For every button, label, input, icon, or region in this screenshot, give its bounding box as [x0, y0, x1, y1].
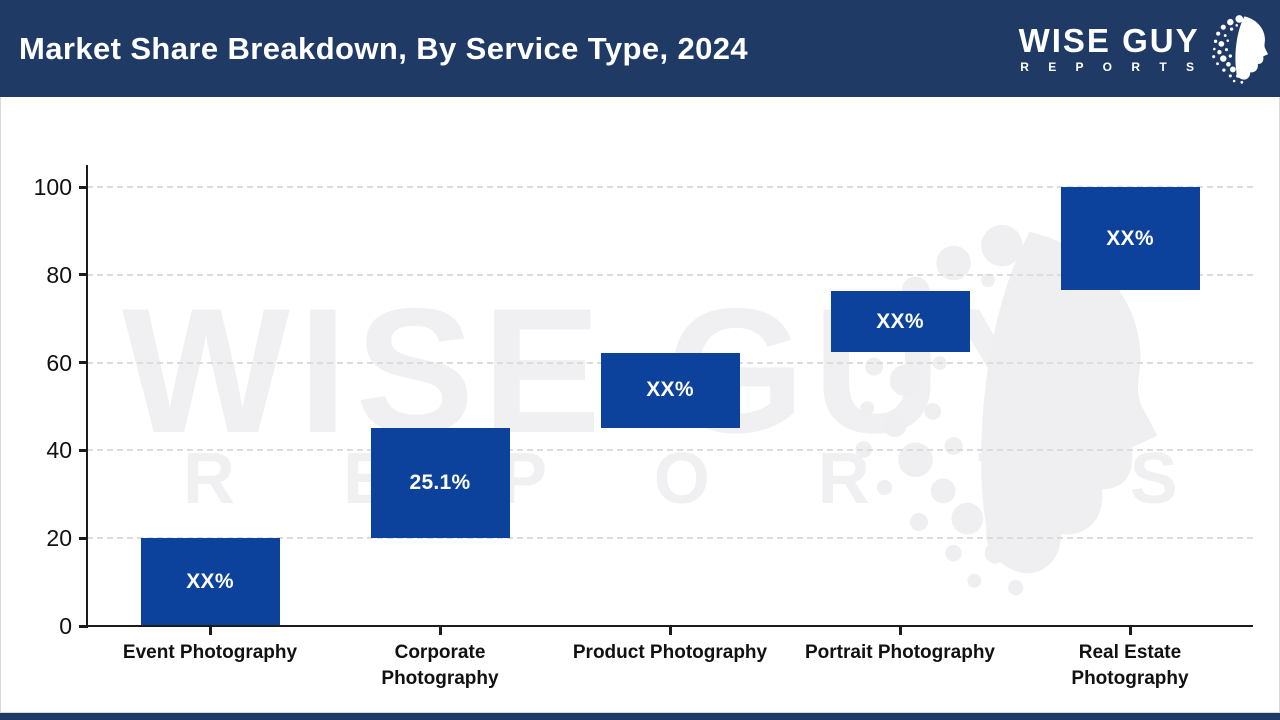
- y-tick-label: 0: [59, 613, 72, 639]
- x-tick-mark: [898, 627, 902, 635]
- bar-value-label: XX%: [646, 378, 694, 402]
- y-tick-label: 20: [46, 525, 72, 552]
- bar-value-label: XX%: [1106, 226, 1154, 250]
- y-tick-mark: [79, 624, 87, 628]
- y-tick-mark: [79, 361, 87, 365]
- page-title: Market Share Breakdown, By Service Type,…: [19, 30, 749, 66]
- x-category-label: Corporate Photography: [381, 642, 499, 689]
- bar-value-label: XX%: [876, 309, 924, 333]
- x-tick-mark: [1128, 627, 1132, 635]
- x-category-label: Product Photography: [572, 642, 768, 663]
- gridline-20: [87, 537, 1253, 540]
- y-axis-line: [85, 165, 88, 628]
- x-tick-mark: [668, 627, 672, 635]
- y-tick-mark: [79, 185, 87, 189]
- y-tick-label: 40: [46, 437, 72, 464]
- bar-segment: 25.1%: [370, 428, 510, 539]
- y-tick-label: 60: [46, 349, 72, 376]
- x-category-label: Real Estate Photography: [1071, 642, 1189, 689]
- logo-text: WISE GUY R E P O R T S: [1016, 24, 1202, 73]
- wise-guy-reports-logo: WISE GUY R E P O R T S: [1016, 9, 1280, 89]
- logo-wordmark: WISE GUY: [1018, 22, 1200, 59]
- gridline-100: [87, 186, 1253, 188]
- bar-value-label: XX%: [186, 570, 234, 594]
- bar-segment: XX%: [140, 538, 280, 626]
- x-category-label: Event Photography: [122, 642, 298, 663]
- logo-subtitle: R E P O R T S: [1020, 60, 1202, 74]
- x-category-label: Portrait Photography: [804, 642, 995, 663]
- bar-segment: XX%: [600, 352, 740, 428]
- gridline-80: [87, 273, 1253, 276]
- bar-segment: XX%: [1060, 187, 1200, 291]
- header-bar: Market Share Breakdown, By Service Type,…: [0, 0, 1280, 97]
- footer-divider: [0, 712, 1280, 713]
- logo-face-icon: [1206, 9, 1270, 89]
- y-tick-mark: [79, 536, 87, 540]
- y-tick-label: 100: [33, 174, 72, 200]
- y-tick-mark: [79, 448, 87, 452]
- x-tick-mark: [208, 627, 212, 635]
- y-tick-mark: [79, 273, 87, 277]
- y-tick-label: 80: [46, 261, 72, 288]
- bar-value-label: 25.1%: [409, 471, 471, 495]
- x-axis-line: [85, 624, 1253, 627]
- gridline-40: [87, 449, 1253, 452]
- x-tick-mark: [438, 627, 442, 635]
- footer-bar: [0, 713, 1280, 720]
- bar-segment: XX%: [830, 290, 970, 353]
